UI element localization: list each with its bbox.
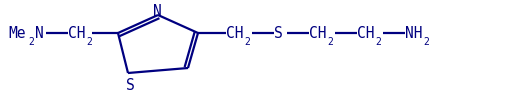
Text: 2: 2 [327, 37, 333, 47]
Text: N: N [153, 3, 162, 18]
Text: 2: 2 [244, 37, 250, 47]
Text: CH: CH [357, 26, 375, 41]
Text: CH: CH [226, 26, 243, 41]
Text: CH: CH [68, 26, 86, 41]
Text: 2: 2 [375, 37, 381, 47]
Text: 2: 2 [423, 37, 429, 47]
Text: CH: CH [309, 26, 326, 41]
Text: Me: Me [8, 26, 25, 41]
Text: S: S [126, 77, 135, 93]
Text: 2: 2 [28, 37, 34, 47]
Text: N: N [35, 26, 44, 41]
Text: 2: 2 [86, 37, 92, 47]
Text: S: S [274, 26, 283, 41]
Text: NH: NH [405, 26, 422, 41]
